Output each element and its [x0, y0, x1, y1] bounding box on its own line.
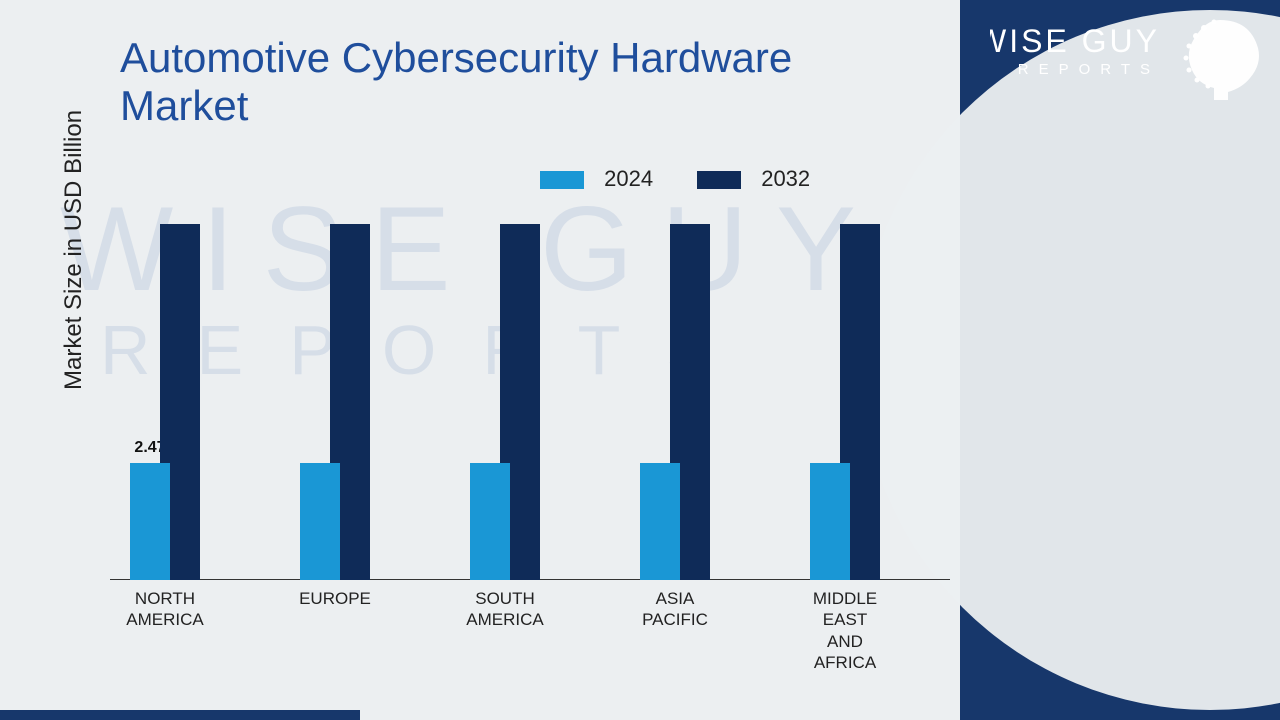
legend-label-2032: 2032: [761, 166, 810, 191]
bottom-accent-bar: [0, 710, 360, 720]
category-label-south_america: SOUTHAMERICA: [435, 580, 575, 631]
bar-y2024-asia_pacific: [640, 463, 680, 580]
legend-label-2024: 2024: [604, 166, 653, 191]
logo-line1: WISE GUY: [990, 23, 1160, 59]
legend: 2024 2032: [540, 166, 810, 192]
chart-title: Automotive Cybersecurity Hardware Market: [120, 34, 820, 131]
wiseguy-logo: WISE GUY REPORTS: [990, 12, 1270, 102]
bar-y2024-mea: [810, 463, 850, 580]
report-chart-canvas: WISE GUY REPORTS Automotive Cybersecurit…: [0, 0, 1280, 720]
logo-head-icon: [1184, 20, 1260, 101]
brand-panel: [960, 0, 1280, 720]
legend-item-2024: 2024: [540, 166, 653, 192]
legend-swatch-2032: [697, 171, 741, 189]
category-label-north_america: NORTHAMERICA: [95, 580, 235, 631]
bar-chart: 2.47NORTHAMERICAEUROPESOUTHAMERICAASIAPA…: [110, 200, 950, 580]
logo-line2: REPORTS: [1018, 61, 1160, 78]
legend-swatch-2024: [540, 171, 584, 189]
category-label-europe: EUROPE: [265, 580, 405, 609]
legend-item-2032: 2032: [697, 166, 810, 192]
category-label-mea: MIDDLEEASTANDAFRICA: [775, 580, 915, 673]
bar-y2024-europe: [300, 463, 340, 580]
y-axis-label: Market Size in USD Billion: [60, 110, 88, 390]
category-label-asia_pacific: ASIAPACIFIC: [605, 580, 745, 631]
bar-y2024-south_america: [470, 463, 510, 580]
bar-y2024-north_america: [130, 463, 170, 580]
